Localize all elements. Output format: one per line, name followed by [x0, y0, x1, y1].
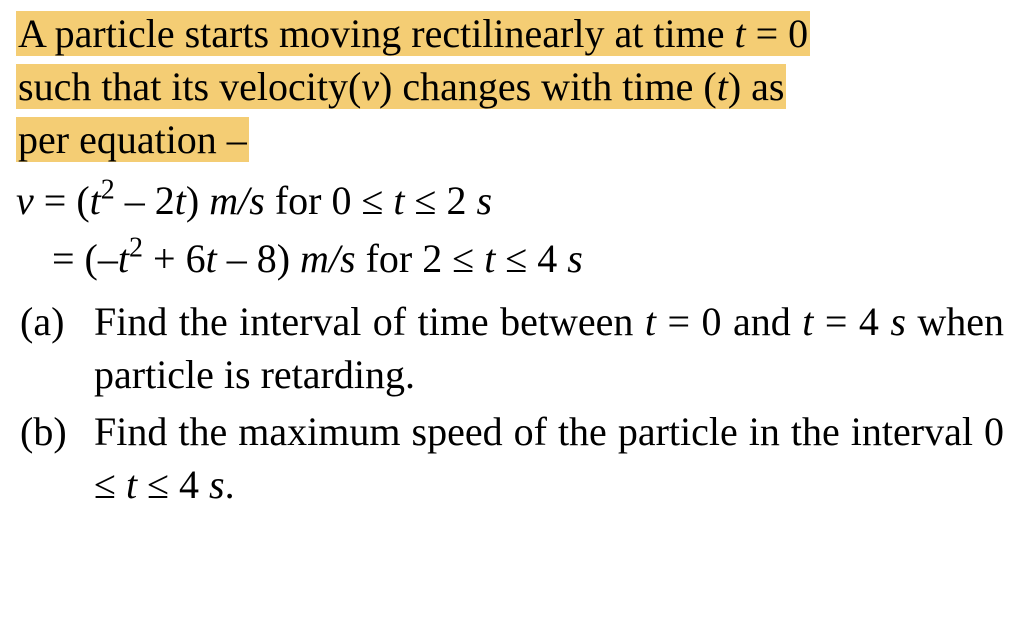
equation-line-2: = (–t2 + 6t – 8) m/s for 2 ≤ t ≤ 4 s [16, 230, 1004, 288]
problem-text: A particle starts moving rectilinearly a… [0, 0, 1024, 522]
part-a-body: Find the interval of time between t = 0 … [94, 296, 1004, 402]
highlight-line-3: per equation – [16, 117, 249, 162]
part-b-label: (b) [16, 406, 94, 512]
part-a: (a) Find the interval of time between t … [16, 296, 1004, 402]
part-b-body: Find the maximum speed of the particle i… [94, 406, 1004, 512]
part-a-label: (a) [16, 296, 94, 402]
equation-line-1: v = (t2 – 2t) m/s for 0 ≤ t ≤ 2 s [16, 172, 1004, 230]
problem-stem: A particle starts moving rectilinearly a… [16, 8, 1004, 166]
highlight-line-1: A particle starts moving rectilinearly a… [16, 11, 810, 56]
highlight-line-2: such that its velocity(v) changes with t… [16, 64, 786, 109]
equation-block: v = (t2 – 2t) m/s for 0 ≤ t ≤ 2 s = (–t2… [16, 172, 1004, 288]
part-b: (b) Find the maximum speed of the partic… [16, 406, 1004, 512]
